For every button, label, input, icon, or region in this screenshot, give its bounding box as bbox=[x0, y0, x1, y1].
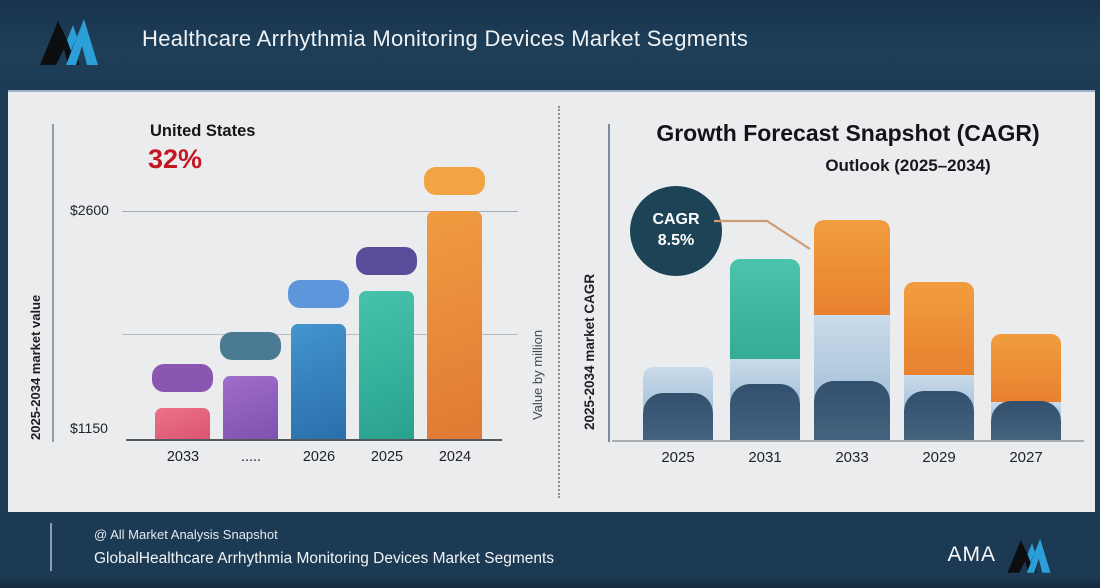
bar-segment bbox=[814, 381, 890, 440]
right-y-axis-label: 2025-2034 market CAGR bbox=[582, 273, 597, 430]
left-ytick-2600: $2600 bbox=[70, 202, 109, 218]
bar-slot: 2033 bbox=[814, 212, 890, 466]
bar-slot: 2031 bbox=[727, 212, 803, 466]
x-tick-label: 2027 bbox=[1009, 449, 1043, 466]
footer-accent-line bbox=[50, 523, 52, 571]
bar-cap bbox=[288, 280, 349, 308]
bar-segment bbox=[904, 391, 974, 440]
footer-band: @ All Market Analysis Snapshot GlobalHea… bbox=[0, 512, 1100, 588]
right-chart-title: Growth Forecast Snapshot (CAGR) bbox=[656, 120, 1040, 146]
footer-ama-logo-icon bbox=[1007, 538, 1051, 573]
callout-line bbox=[714, 219, 811, 250]
bar-slot: 2027 bbox=[988, 212, 1064, 466]
stacked-bar bbox=[643, 367, 713, 440]
bar-segment bbox=[730, 259, 800, 359]
bar-slot: 2029 bbox=[901, 212, 977, 466]
left-y-axis-line bbox=[52, 124, 54, 442]
stacked-bar bbox=[814, 220, 890, 440]
left-x-axis-line bbox=[126, 439, 502, 441]
country-label: United States bbox=[150, 122, 256, 140]
gridline-2600 bbox=[122, 211, 518, 212]
bar-segment bbox=[814, 220, 890, 315]
dotted-divider bbox=[558, 106, 560, 498]
x-tick-label: 2033 bbox=[835, 449, 869, 466]
bar-segment bbox=[991, 334, 1061, 402]
footer-brand-text: AMA bbox=[947, 543, 996, 566]
stacked-bar bbox=[904, 282, 974, 440]
cagr-badge: CAGR 8.5% bbox=[630, 186, 722, 276]
infographic-panel: 2025-2034 market value United States 32%… bbox=[8, 90, 1095, 512]
bar-slot: 2026 bbox=[285, 169, 353, 465]
bar-segment bbox=[904, 282, 974, 375]
x-tick-label: 2024 bbox=[438, 449, 472, 465]
x-tick-label: 2033 bbox=[166, 449, 200, 465]
stacked-bar bbox=[991, 334, 1061, 440]
bar-slot: 2024 bbox=[421, 167, 489, 465]
bar-cap bbox=[152, 364, 213, 392]
left-y-axis-label: 2025-2034 market value bbox=[28, 294, 43, 440]
footer-source-line: @ All Market Analysis Snapshot bbox=[94, 527, 278, 542]
cagr-badge-value: 8.5% bbox=[657, 232, 695, 249]
bar-slot: 2025 bbox=[640, 212, 716, 466]
bar-segment bbox=[991, 401, 1061, 440]
bar-slot: 2025 bbox=[353, 169, 421, 465]
bar-cap bbox=[220, 332, 281, 360]
value-by-million-label: Value by million bbox=[530, 329, 545, 420]
header-band: Healthcare Arrhythmia Monitoring Devices… bbox=[0, 0, 1100, 90]
x-tick-label: 2026 bbox=[302, 449, 336, 465]
stacked-bar bbox=[730, 259, 800, 440]
right-chart-subtitle: Outlook (2025–2034) bbox=[825, 156, 991, 175]
bar bbox=[291, 324, 346, 439]
left-ytick-1150: $1150 bbox=[70, 420, 108, 436]
bar-segment bbox=[730, 384, 800, 440]
bar bbox=[155, 408, 210, 439]
bar bbox=[223, 376, 278, 439]
ama-logo-icon bbox=[40, 19, 98, 65]
bar bbox=[359, 291, 414, 439]
x-tick-label: 2031 bbox=[748, 449, 782, 466]
bar-cap bbox=[424, 167, 485, 195]
cagr-bars: 2025 2031 2033 2029 2027 bbox=[640, 212, 1064, 466]
highlight-percentage: 32% bbox=[148, 144, 203, 174]
bar bbox=[427, 211, 482, 439]
right-y-axis-line bbox=[608, 124, 610, 442]
footer-title-line: GlobalHealthcare Arrhythmia Monitoring D… bbox=[94, 550, 555, 567]
x-tick-label: 2025 bbox=[661, 449, 695, 466]
x-tick-label: ..... bbox=[240, 449, 262, 465]
x-tick-label: 2029 bbox=[922, 449, 956, 466]
bar-slot: ..... bbox=[217, 169, 285, 465]
footer-brand: AMA bbox=[947, 534, 1052, 576]
x-tick-label: 2025 bbox=[370, 449, 404, 465]
bar-slot: 2033 bbox=[149, 169, 217, 465]
bar-cap bbox=[356, 247, 417, 275]
cagr-badge-label: CAGR bbox=[652, 211, 700, 229]
us-bars: 2033..... 2026 2025 2024 bbox=[149, 167, 489, 465]
right-x-axis-line bbox=[612, 440, 1084, 442]
page-title: Healthcare Arrhythmia Monitoring Devices… bbox=[142, 26, 749, 51]
bar-segment bbox=[643, 393, 713, 440]
